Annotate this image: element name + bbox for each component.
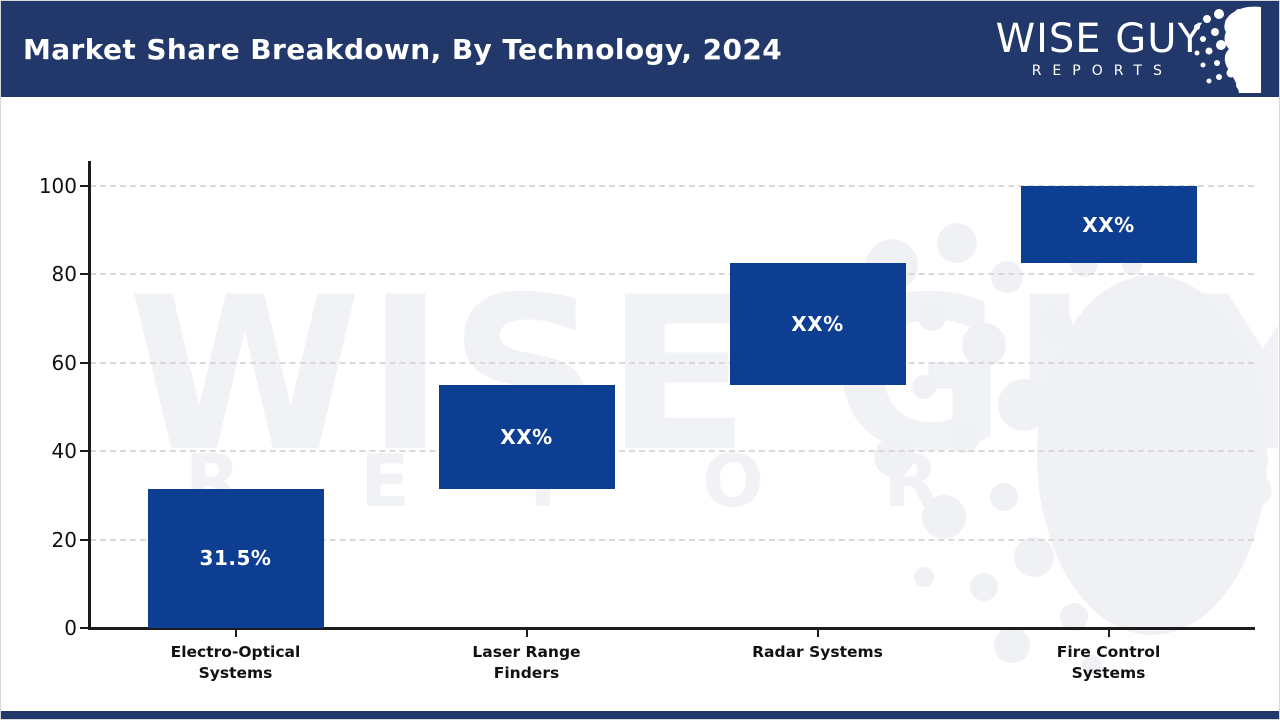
category-label-1: Electro-Optical Systems	[170, 643, 301, 682]
bar-value-label: XX%	[500, 424, 553, 449]
brand-face-icon	[1194, 6, 1261, 93]
bar-1: 31.5%	[147, 488, 324, 628]
footer-bar	[1, 711, 1279, 719]
y-axis	[88, 161, 91, 630]
y-tick-mark-40	[80, 450, 89, 453]
y-tick-label-80: 80	[51, 262, 77, 287]
gridline-60	[90, 361, 1254, 364]
category-label-2: Laser Range Finders	[472, 643, 581, 682]
bar-2: XX%	[438, 384, 615, 489]
brand-name: WISE GUY	[995, 16, 1203, 62]
header: Market Share Breakdown, By Technology, 2…	[1, 1, 1279, 97]
y-tick-label-60: 60	[51, 350, 77, 375]
y-tick-label-100: 100	[38, 174, 77, 198]
brand-tagline: REPORTS	[1031, 63, 1173, 79]
bar-4: XX%	[1020, 186, 1197, 264]
y-tick-label-40: 40	[51, 439, 77, 464]
gridline-100	[90, 185, 1254, 187]
x-tick-mark-2	[525, 629, 528, 637]
chart-title: Market Share Breakdown, By Technology, 2…	[23, 32, 783, 66]
gridline-80	[90, 273, 1254, 276]
y-tick-mark-80	[80, 273, 89, 276]
bar-value-label: XX%	[791, 312, 844, 337]
y-tick-label-20: 20	[51, 527, 77, 552]
x-tick-mark-1	[234, 629, 237, 637]
category-label-4: Fire Control Systems	[1056, 643, 1161, 682]
y-tick-mark-20	[80, 538, 89, 541]
bar-value-label: XX%	[1082, 212, 1135, 237]
x-tick-mark-4	[1107, 629, 1110, 637]
x-axis	[88, 627, 1255, 630]
y-tick-label-0: 0	[64, 616, 77, 640]
bar-value-label: 31.5%	[199, 546, 272, 571]
y-tick-mark-0	[80, 627, 89, 629]
category-label-3: Radar Systems	[752, 643, 883, 661]
gridline-20	[90, 538, 1254, 541]
brand-text: WISE GUY REPORTS	[996, 19, 1203, 79]
brand-logo: WISE GUY REPORTS	[996, 5, 1261, 93]
y-tick-mark-100	[80, 185, 89, 187]
y-tick-mark-60	[80, 361, 89, 364]
gridline-40	[90, 450, 1254, 453]
x-tick-mark-3	[816, 629, 819, 637]
bar-3: XX%	[729, 263, 906, 385]
